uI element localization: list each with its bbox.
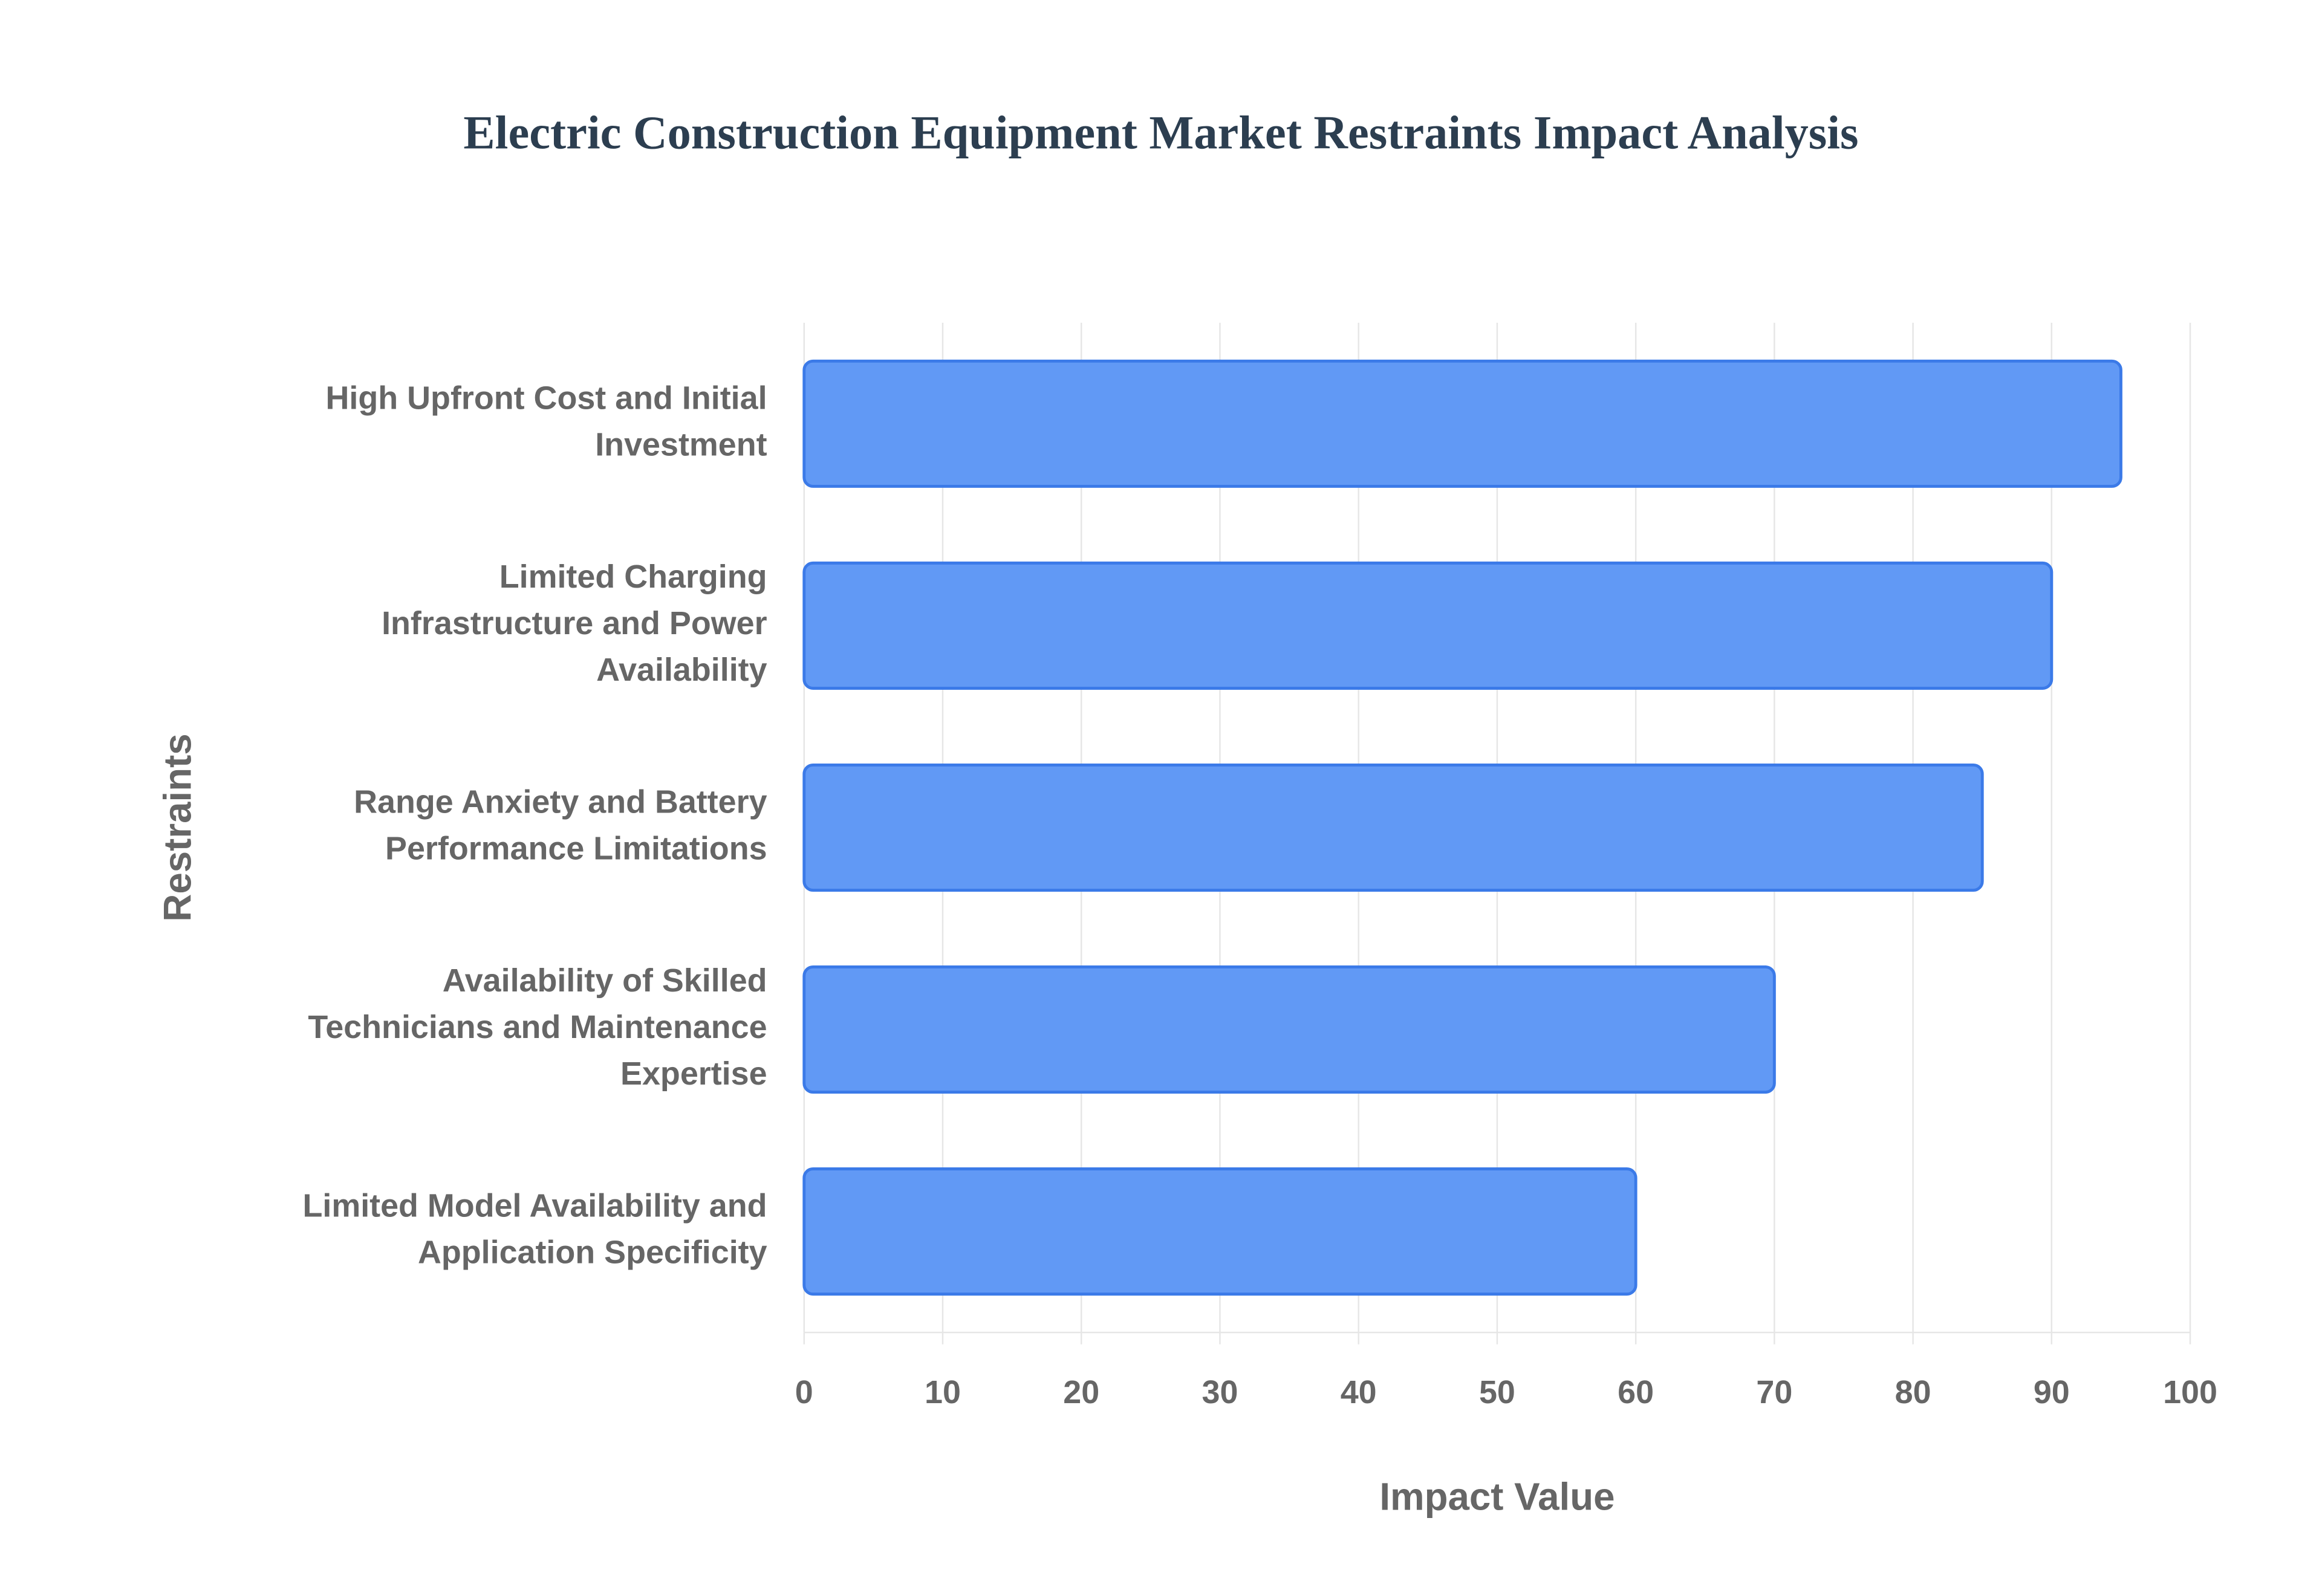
x-tick-label: 60 [1618,1374,1654,1410]
x-tick-label: 20 [1063,1374,1099,1410]
x-tick-label: 100 [2163,1374,2217,1410]
bar [802,763,1984,892]
x-tick-label: 80 [1895,1374,1931,1410]
y-tick-label: Limited Model Availability and Applicati… [302,1188,767,1271]
y-tick-label: Limited Charging Infrastructure and Powe… [372,559,767,688]
y-tick-label: High Upfront Cost and Initial Investment [326,380,767,463]
x-tick-label: 0 [795,1374,813,1410]
x-tick-label: 70 [1756,1374,1792,1410]
x-tick-label: 90 [2034,1374,2070,1410]
y-tick-label: Availability of Skilled Technicians and … [299,962,767,1092]
bar [802,965,1776,1094]
x-tick-label: 40 [1341,1374,1377,1410]
x-axis-title: Impact Value [1379,1476,1615,1519]
x-tick-label: 10 [925,1374,961,1410]
bar [802,561,2054,690]
y-tick-label: Range Anxiety and Battery Performance Li… [354,784,767,867]
bar [802,359,2122,488]
y-axis-title: Restraints [157,733,200,921]
x-tick-label: 30 [1202,1374,1238,1410]
x-tick-label: 50 [1479,1374,1515,1410]
chart-title: Electric Construction Equipment Market R… [463,106,1858,159]
bar [802,1167,1637,1296]
